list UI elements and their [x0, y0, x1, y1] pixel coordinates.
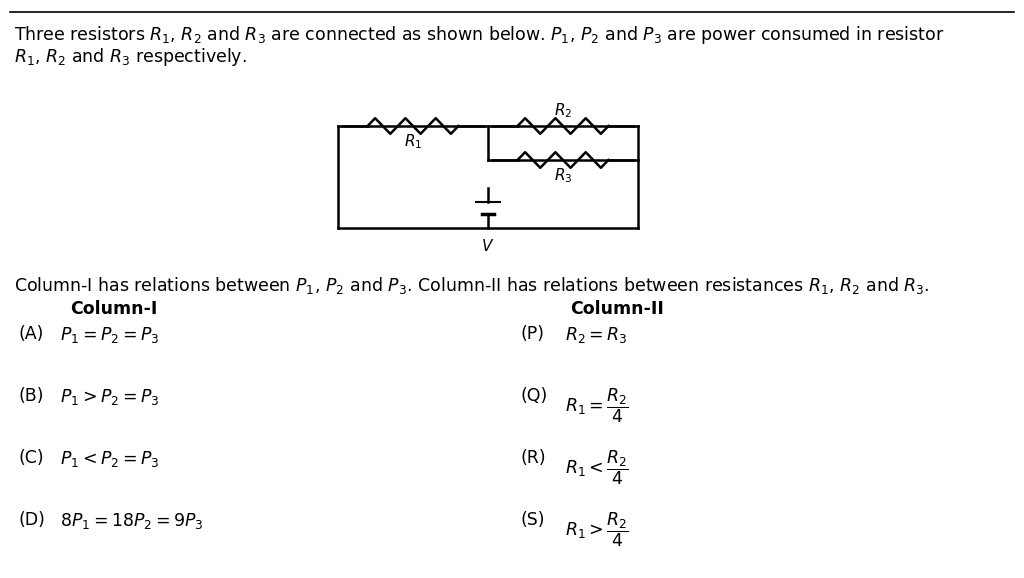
Text: $P_1 = P_2 = P_3$: $P_1 = P_2 = P_3$: [60, 325, 160, 345]
Text: $R_2 = R_3$: $R_2 = R_3$: [565, 325, 628, 345]
Text: $R_1 < \dfrac{R_2}{4}$: $R_1 < \dfrac{R_2}{4}$: [565, 449, 629, 487]
Text: $R_2$: $R_2$: [554, 101, 572, 120]
Text: Three resistors $R_1$, $R_2$ and $R_3$ are connected as shown below. $P_1$, $P_2: Three resistors $R_1$, $R_2$ and $R_3$ a…: [14, 24, 944, 46]
Text: $V$: $V$: [481, 238, 495, 254]
Text: $R_1$, $R_2$ and $R_3$ respectively.: $R_1$, $R_2$ and $R_3$ respectively.: [14, 46, 247, 68]
Text: $R_3$: $R_3$: [554, 166, 572, 185]
Text: (R): (R): [520, 449, 546, 467]
Text: (B): (B): [18, 387, 43, 405]
Text: Column-I has relations between $P_1$, $P_2$ and $P_3$. Column-II has relations b: Column-I has relations between $P_1$, $P…: [14, 275, 930, 296]
Text: $P_1 < P_2 = P_3$: $P_1 < P_2 = P_3$: [60, 449, 160, 469]
Text: (C): (C): [18, 449, 44, 467]
Text: Column-I: Column-I: [70, 300, 158, 318]
Text: (D): (D): [18, 511, 45, 529]
Text: $8P_1 = 18P_2 = 9P_3$: $8P_1 = 18P_2 = 9P_3$: [60, 511, 204, 531]
Text: $R_1 > \dfrac{R_2}{4}$: $R_1 > \dfrac{R_2}{4}$: [565, 511, 629, 550]
Text: (Q): (Q): [520, 387, 547, 405]
Text: Column-II: Column-II: [570, 300, 664, 318]
Text: $P_1 > P_2 = P_3$: $P_1 > P_2 = P_3$: [60, 387, 160, 407]
Text: $R_1$: $R_1$: [403, 132, 422, 151]
Text: (P): (P): [520, 325, 544, 343]
Text: (S): (S): [520, 511, 545, 529]
Text: $R_1 = \dfrac{R_2}{4}$: $R_1 = \dfrac{R_2}{4}$: [565, 387, 629, 425]
Text: (A): (A): [18, 325, 43, 343]
